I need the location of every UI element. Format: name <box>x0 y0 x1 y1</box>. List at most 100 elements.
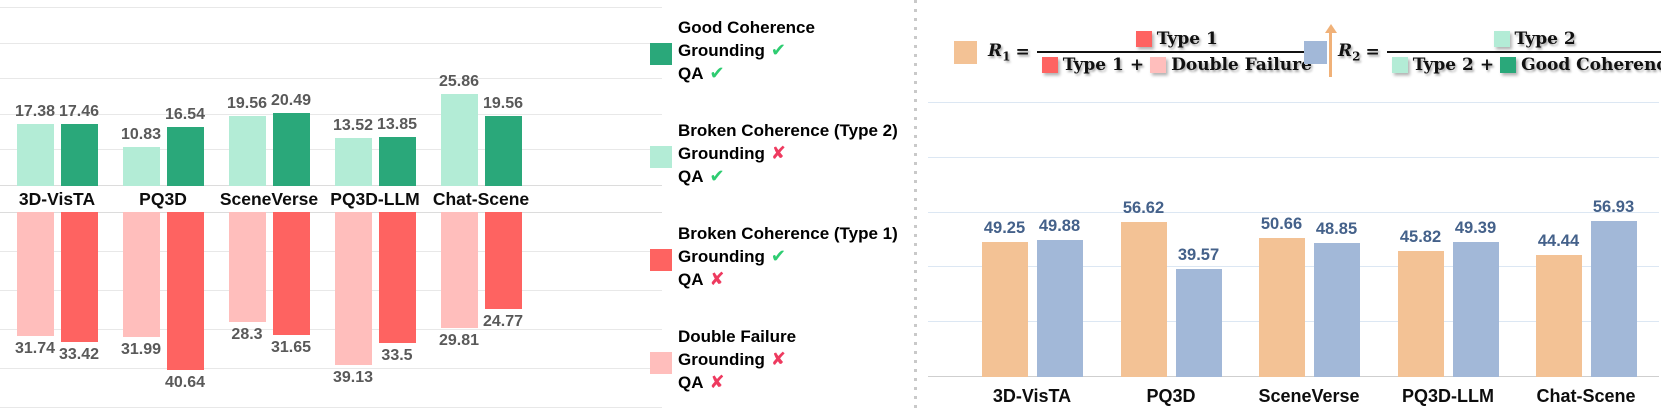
check-icon: ✔ <box>770 246 786 267</box>
r1-den-label-2: Double Failure <box>1171 55 1312 75</box>
legend-text: Good Coherence Grounding ✔ QA ✔ <box>678 16 912 85</box>
legend-swatch-icon <box>650 146 672 168</box>
legend-row-label: Grounding <box>678 144 765 163</box>
bar <box>228 212 266 323</box>
bar <box>16 124 54 186</box>
bar-value-label: 49.88 <box>1038 217 1081 236</box>
r2-num-label: Type 2 <box>1514 29 1576 49</box>
r1-series-swatch <box>954 40 977 64</box>
bar <box>228 116 266 186</box>
bar-value-label: 10.83 <box>120 126 162 144</box>
bar <box>981 242 1028 377</box>
up-arrow-icon <box>1324 24 1338 80</box>
category-label: PQ3D <box>139 189 187 209</box>
bar-value-label: 39.57 <box>1177 245 1220 264</box>
legend-row-label: QA <box>678 373 704 392</box>
category-label: SceneVerse <box>219 189 319 209</box>
bar-value-label: 56.62 <box>1122 198 1165 217</box>
bar-value-label: 13.52 <box>332 116 374 134</box>
gridline <box>0 368 662 369</box>
legend-row: Grounding ✔ <box>678 39 912 62</box>
panel-divider <box>914 0 917 412</box>
r2-numerator: Type 2 <box>1489 27 1581 51</box>
bar <box>166 127 204 186</box>
bar-value-label: 25.86 <box>438 72 480 90</box>
category-label: 3D-VisTA <box>992 386 1072 406</box>
bar <box>272 212 310 336</box>
bar <box>1590 221 1637 377</box>
bar <box>272 113 310 186</box>
qa-correct-plot: 17.38 10.83 19.56 13.52 25.86 17.46 16.54 20.49… <box>0 7 662 186</box>
bar-value-label: 49.39 <box>1454 218 1497 237</box>
legend-title: Broken Coherence (Type 2) <box>678 121 898 140</box>
check-icon: ✔ <box>709 63 725 84</box>
gridline <box>0 113 662 115</box>
legend-row: QA ✘ <box>678 371 912 394</box>
check-icon: ✔ <box>709 166 725 187</box>
bar <box>16 212 54 336</box>
bar <box>1313 243 1360 377</box>
legend-title: Good Coherence <box>678 18 815 37</box>
bar-value-label: 44.44 <box>1537 232 1580 251</box>
gridline <box>928 102 1659 103</box>
category-label: PQ3D-LLM <box>330 189 420 209</box>
bar-value-label: 50.66 <box>1260 215 1303 234</box>
legend: Good Coherence Grounding ✔ QA ✔ Broken Cohere… <box>650 0 912 412</box>
legend-row: QA ✔ <box>678 62 912 85</box>
bar <box>334 212 372 365</box>
r1-fraction: Type 1 Type 1 + Double Failure <box>1036 27 1317 77</box>
r2-den-label-2: Good Coherence <box>1521 55 1661 75</box>
gridline <box>0 78 662 80</box>
check-icon: ✔ <box>770 40 786 61</box>
category-label: Chat-Scene <box>432 189 530 209</box>
r1-num-label: Type 1 <box>1156 29 1218 49</box>
ratio-plot: 49.25 56.62 50.66 45.82 44.44 49.88 39.57 48.85… <box>928 102 1659 377</box>
bar <box>484 212 522 309</box>
r1-var-letter: R <box>988 40 1003 61</box>
plus-sign: + <box>1129 55 1145 75</box>
r2-var-letter: R <box>1338 40 1353 61</box>
bar-value-label: 19.56 <box>226 95 268 113</box>
bar-value-label: 29.81 <box>438 332 480 350</box>
gridline <box>0 149 662 151</box>
bar <box>60 212 98 343</box>
bar-value-label: 45.82 <box>1399 228 1442 247</box>
legend-title: Double Failure <box>678 327 797 346</box>
legend-row: Grounding ✘ <box>678 348 912 371</box>
gridline <box>0 185 662 186</box>
gridline <box>928 156 1659 158</box>
type2-swatch-icon <box>1493 31 1510 47</box>
bar-value-label: 20.49 <box>270 92 312 110</box>
legend-row-label: QA <box>678 167 704 186</box>
bar-value-label: 39.13 <box>332 368 374 386</box>
bar-value-label: 19.56 <box>482 95 524 113</box>
bar-value-label: 31.99 <box>120 340 162 358</box>
double-failure-swatch-icon <box>1150 57 1167 73</box>
r2-var-subscript: 2 <box>1352 49 1361 64</box>
bar-value-label: 48.85 <box>1315 220 1358 239</box>
bar-value-label: 40.64 <box>164 374 206 392</box>
plus-sign: + <box>1479 55 1495 75</box>
legend-text: Double Failure Grounding ✘ QA ✘ <box>678 325 912 394</box>
bar <box>378 136 416 186</box>
bar-value-label: 33.42 <box>58 346 100 364</box>
bar <box>378 212 416 343</box>
ratio-chart: R1 = Type 1 Type 1 + Double Failure <box>920 0 1661 412</box>
legend-row-label: QA <box>678 270 704 289</box>
bar-value-label: 31.74 <box>14 339 56 357</box>
left-category-axis: 3D-VisTA PQ3D SceneVerse PQ3D-LLM Chat-Scene <box>0 186 662 212</box>
bar-value-label: 56.93 <box>1592 198 1635 217</box>
gridline <box>0 7 662 8</box>
bar <box>1036 240 1083 377</box>
bar-value-label: 13.85 <box>376 115 418 133</box>
bar <box>1535 255 1582 377</box>
bar <box>1258 238 1305 377</box>
legend-row-label: Grounding <box>678 41 765 60</box>
r1-denominator: Type 1 + Double Failure <box>1036 51 1317 77</box>
legend-group: Broken Coherence (Type 1) Grounding ✔ QA ✘ <box>650 222 912 291</box>
cross-icon: ✘ <box>770 349 786 370</box>
bar <box>440 93 478 186</box>
legend-swatch-icon <box>650 249 672 271</box>
formula-r1: R1 = Type 1 Type 1 + Double Failure <box>954 16 1338 88</box>
coherence-breakdown-chart: 17.38 10.83 19.56 13.52 25.86 17.46 16.54 20.49… <box>0 0 665 412</box>
